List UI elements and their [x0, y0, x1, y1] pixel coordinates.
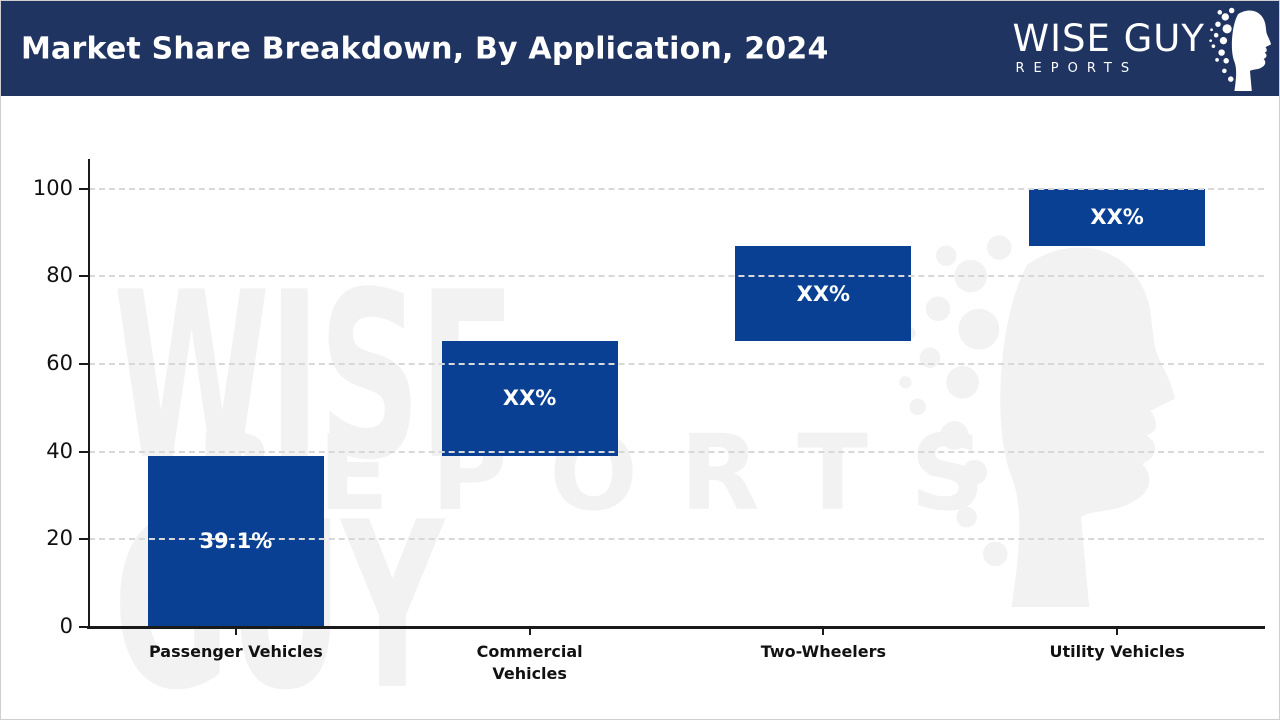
gridline-80	[89, 275, 1264, 278]
header-bar: Market Share Breakdown, By Application, …	[1, 1, 1279, 96]
logo-subtitle: REPORTS	[1015, 61, 1139, 76]
y-tick-label-20: 20	[46, 526, 73, 551]
logo-text: WISE GUY REPORTS	[1013, 20, 1205, 76]
gridline-100	[89, 187, 1264, 190]
y-tick-mark-20	[79, 538, 88, 541]
dotted-head-icon	[1209, 7, 1271, 91]
y-axis-line	[88, 159, 90, 629]
y-tick-mark-0	[79, 626, 88, 628]
x-tick-mark-1	[528, 627, 531, 635]
gridline-40	[89, 450, 1264, 453]
y-tick-label-60: 60	[46, 350, 73, 375]
x-tick-mark-3	[1116, 627, 1119, 635]
page-title: Market Share Breakdown, By Application, …	[21, 31, 829, 66]
bar-0	[147, 455, 324, 627]
x-category-label-2: Two-Wheelers	[760, 642, 887, 661]
wise-guy-logo: WISE GUY REPORTS	[1013, 5, 1271, 91]
y-tick-label-100: 100	[32, 175, 73, 200]
y-tick-mark-100	[79, 187, 88, 190]
x-category-label-1: Commercial Vehicles	[476, 642, 583, 683]
bar-value-label-1: XX%	[502, 386, 557, 411]
y-tick-label-0: 0	[59, 614, 73, 638]
bar-value-label-3: XX%	[1090, 205, 1144, 230]
gridline-20	[89, 538, 1264, 541]
gridline-60	[89, 362, 1264, 365]
x-axis-line	[87, 626, 1265, 629]
x-tick-mark-0	[234, 627, 237, 635]
bar-3	[1029, 188, 1206, 247]
y-tick-label-40: 40	[46, 438, 73, 463]
y-tick-mark-40	[79, 450, 88, 453]
x-tick-mark-2	[822, 627, 825, 635]
logo-wordmark: WISE GUY	[1012, 17, 1205, 60]
bar-2	[735, 246, 912, 342]
x-category-label-3: Utility Vehicles	[1049, 642, 1185, 661]
bar-value-label-0: 39.1%	[199, 529, 273, 554]
y-tick-label-80: 80	[46, 263, 73, 288]
x-category-label-0: Passenger Vehicles	[149, 642, 323, 661]
watermark-head-icon	[899, 235, 1175, 607]
bar-1	[441, 341, 618, 456]
y-tick-mark-60	[79, 362, 88, 365]
y-tick-mark-80	[79, 275, 88, 278]
bar-value-label-2: XX%	[796, 281, 851, 306]
